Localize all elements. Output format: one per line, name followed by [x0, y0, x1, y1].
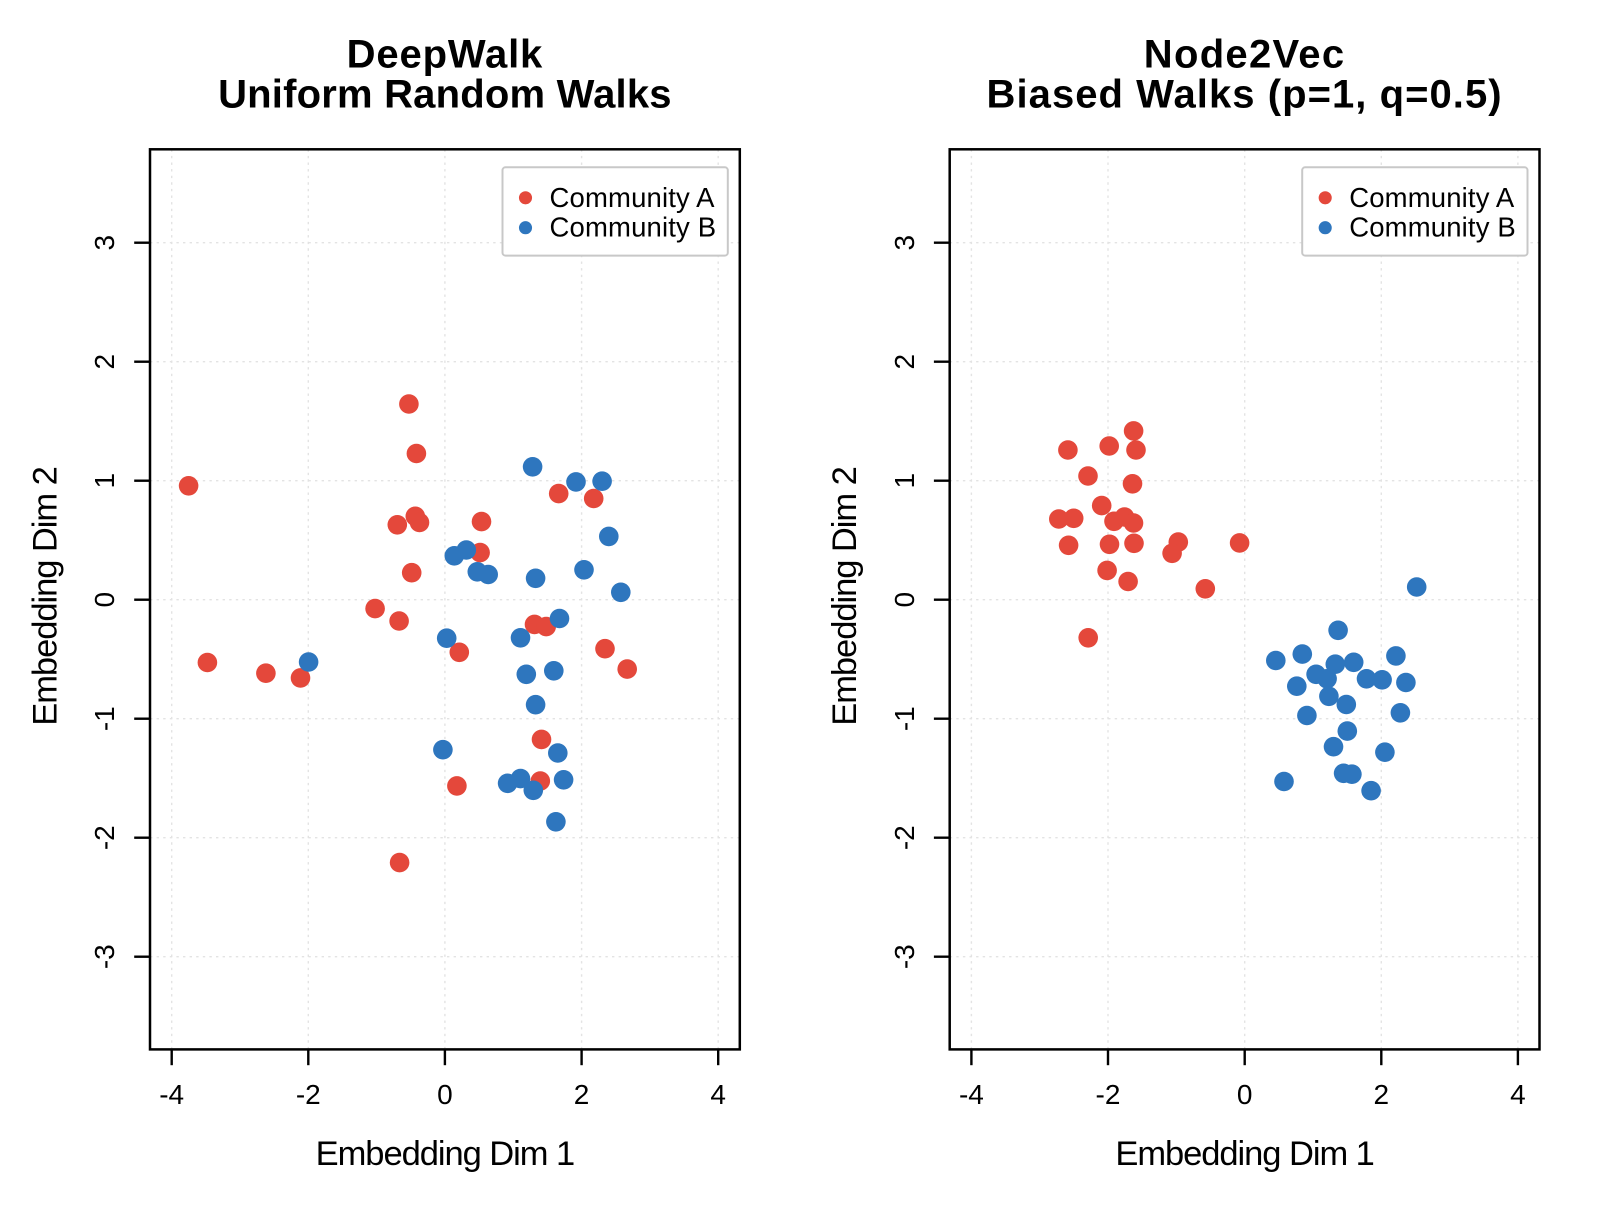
svg-text:Node2Vec: Node2Vec: [1144, 33, 1346, 77]
svg-text:-4: -4: [959, 1079, 984, 1110]
svg-text:4: 4: [1510, 1079, 1526, 1110]
svg-text:3: 3: [89, 235, 120, 251]
svg-text:1: 1: [89, 473, 120, 489]
svg-text:2: 2: [574, 1079, 590, 1110]
svg-text:4: 4: [710, 1079, 726, 1110]
svg-text:Community B: Community B: [550, 212, 717, 243]
svg-text:3: 3: [889, 235, 920, 251]
svg-text:-1: -1: [889, 706, 920, 731]
svg-text:-2: -2: [89, 825, 120, 850]
svg-text:DeepWalk: DeepWalk: [347, 33, 544, 77]
svg-text:Community A: Community A: [550, 182, 716, 213]
svg-text:Community A: Community A: [1349, 182, 1515, 213]
svg-text:0: 0: [1237, 1079, 1253, 1110]
svg-text:-3: -3: [89, 944, 120, 969]
svg-text:-2: -2: [1096, 1079, 1121, 1110]
svg-text:Embedding Dim 1: Embedding Dim 1: [1115, 1135, 1373, 1173]
svg-text:1: 1: [889, 473, 920, 489]
svg-text:Embedding Dim 1: Embedding Dim 1: [316, 1135, 574, 1173]
svg-text:0: 0: [889, 592, 920, 608]
svg-text:-3: -3: [889, 944, 920, 969]
svg-text:0: 0: [89, 592, 120, 608]
svg-text:2: 2: [889, 354, 920, 370]
svg-text:2: 2: [89, 354, 120, 370]
svg-text:Embedding Dim 2: Embedding Dim 2: [826, 467, 864, 725]
svg-text:Embedding Dim 2: Embedding Dim 2: [26, 467, 64, 725]
svg-text:2: 2: [1374, 1079, 1390, 1110]
svg-text:Biased Walks (p=1, q=0.5): Biased Walks (p=1, q=0.5): [987, 73, 1503, 117]
svg-text:-2: -2: [296, 1079, 321, 1110]
svg-text:-1: -1: [89, 706, 120, 731]
svg-text:Community B: Community B: [1349, 212, 1516, 243]
svg-text:0: 0: [437, 1079, 453, 1110]
svg-text:-4: -4: [159, 1079, 184, 1110]
svg-text:-2: -2: [889, 825, 920, 850]
svg-text:Uniform Random Walks: Uniform Random Walks: [218, 73, 672, 117]
